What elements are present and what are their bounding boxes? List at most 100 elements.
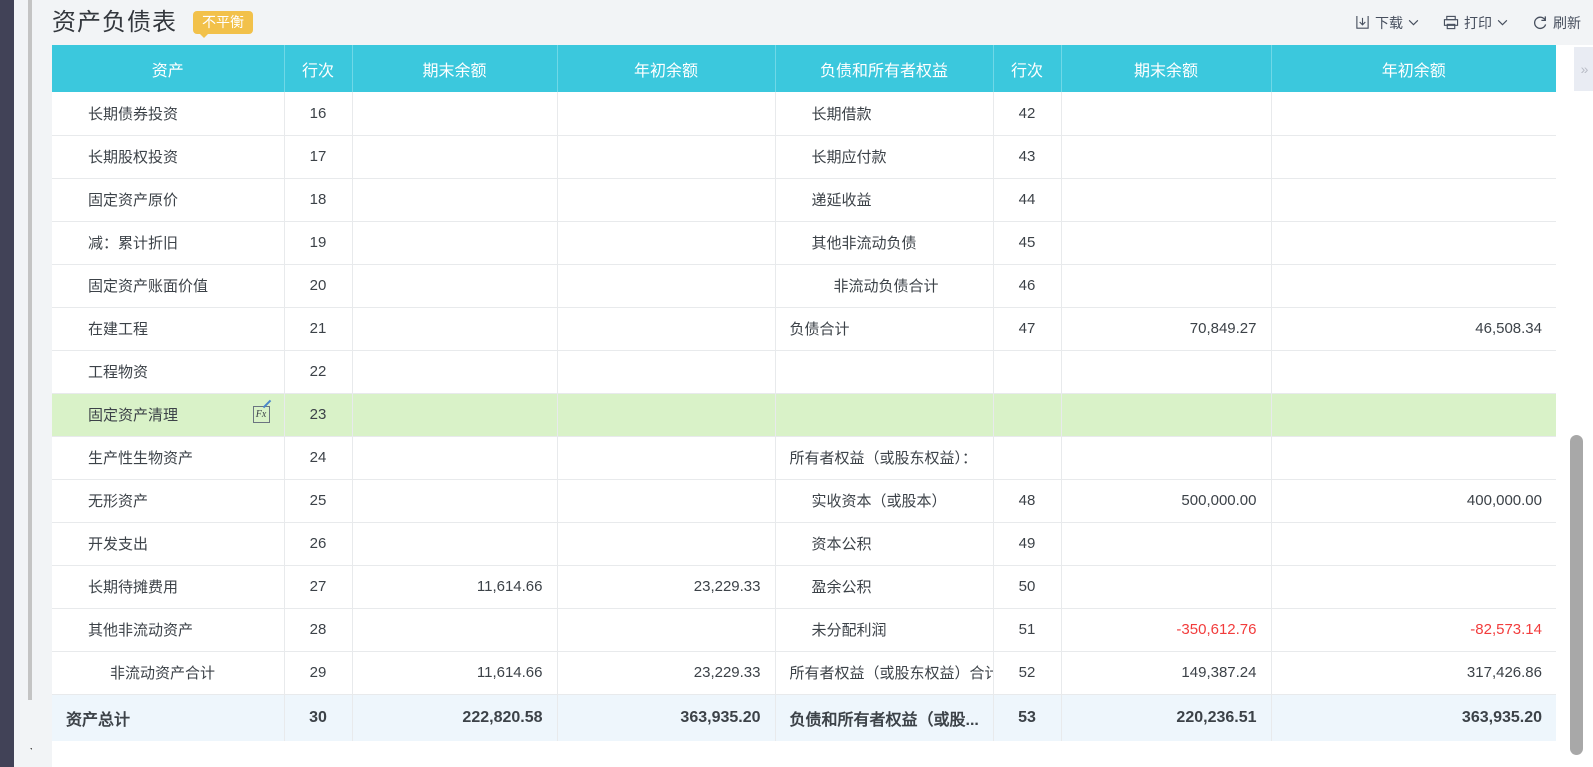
- liability-begin-balance-cell[interactable]: 46,508.34: [1271, 307, 1556, 351]
- liability-begin-balance-cell[interactable]: [1271, 264, 1556, 308]
- liability-end-balance-cell[interactable]: [1061, 135, 1272, 179]
- asset-end-balance-cell[interactable]: [352, 479, 558, 523]
- table-viewport[interactable]: 资产 行次 期末余额 年初余额 负债和所有者权益 行次 期末余额 年初余额 长期…: [52, 45, 1593, 767]
- liability-line-no-cell[interactable]: 43: [993, 135, 1062, 179]
- asset-line-no-cell[interactable]: 28: [284, 608, 353, 652]
- page-scrollbar-track[interactable]: [14, 0, 46, 767]
- asset-end-balance-cell[interactable]: [352, 436, 558, 480]
- liability-line-no-cell[interactable]: [993, 350, 1062, 394]
- asset-label-cell[interactable]: 固定资产原价: [52, 178, 285, 222]
- asset-begin-balance-cell[interactable]: [557, 135, 776, 179]
- table-row[interactable]: 其他非流动资产 28 未分配利润 51 -350,612.76 -82,573.14: [52, 608, 1556, 652]
- liability-label-cell[interactable]: 资本公积: [775, 522, 994, 566]
- liability-label-cell[interactable]: 非流动负债合计: [775, 264, 994, 308]
- liability-end-balance-cell[interactable]: 70,849.27: [1061, 307, 1272, 351]
- liability-begin-balance-cell[interactable]: [1271, 92, 1556, 136]
- liability-label-cell[interactable]: 盈余公积: [775, 565, 994, 609]
- asset-end-balance-cell[interactable]: [352, 393, 558, 437]
- liability-label-cell[interactable]: [775, 393, 994, 437]
- asset-begin-balance-cell[interactable]: [557, 436, 776, 480]
- asset-begin-balance-cell[interactable]: [557, 608, 776, 652]
- liability-end-balance-cell[interactable]: [1061, 522, 1272, 566]
- liability-end-balance-cell[interactable]: [1061, 221, 1272, 265]
- asset-line-no-cell[interactable]: 17: [284, 135, 353, 179]
- liability-begin-balance-cell[interactable]: [1271, 436, 1556, 480]
- asset-line-no-cell[interactable]: 27: [284, 565, 353, 609]
- liability-end-balance-cell[interactable]: 500,000.00: [1061, 479, 1272, 523]
- col-liability[interactable]: 负债和所有者权益: [775, 45, 994, 92]
- total-asset-line-no-cell[interactable]: 30: [284, 694, 353, 741]
- liability-line-no-cell[interactable]: 46: [993, 264, 1062, 308]
- liability-label-cell[interactable]: [775, 350, 994, 394]
- asset-begin-balance-cell[interactable]: [557, 522, 776, 566]
- liability-end-balance-cell[interactable]: [1061, 264, 1272, 308]
- asset-line-no-cell[interactable]: 29: [284, 651, 353, 695]
- asset-line-no-cell[interactable]: 21: [284, 307, 353, 351]
- asset-line-no-cell[interactable]: 26: [284, 522, 353, 566]
- asset-label-cell[interactable]: 长期股权投资: [52, 135, 285, 179]
- asset-end-balance-cell[interactable]: [352, 350, 558, 394]
- refresh-button[interactable]: 刷新: [1532, 13, 1581, 33]
- asset-begin-balance-cell[interactable]: [557, 92, 776, 136]
- asset-begin-balance-cell[interactable]: [557, 393, 776, 437]
- asset-label-cell[interactable]: 工程物资: [52, 350, 285, 394]
- asset-line-no-cell[interactable]: 18: [284, 178, 353, 222]
- liability-line-no-cell[interactable]: 50: [993, 565, 1062, 609]
- asset-label-cell[interactable]: 减：累计折旧: [52, 221, 285, 265]
- asset-end-balance-cell[interactable]: [352, 221, 558, 265]
- asset-end-balance-cell[interactable]: 11,614.66: [352, 651, 558, 695]
- asset-begin-balance-cell[interactable]: [557, 350, 776, 394]
- liability-line-no-cell[interactable]: 52: [993, 651, 1062, 695]
- liability-end-balance-cell[interactable]: [1061, 436, 1272, 480]
- liability-end-balance-cell[interactable]: 149,387.24: [1061, 651, 1272, 695]
- asset-end-balance-cell[interactable]: 11,614.66: [352, 565, 558, 609]
- col-asset-line-no[interactable]: 行次: [284, 45, 353, 92]
- asset-begin-balance-cell[interactable]: 23,229.33: [557, 565, 776, 609]
- liability-end-balance-cell[interactable]: [1061, 565, 1272, 609]
- asset-begin-balance-cell[interactable]: 23,229.33: [557, 651, 776, 695]
- total-liability-label-cell[interactable]: 负债和所有者权益（或股...: [775, 694, 994, 741]
- asset-label-cell[interactable]: 其他非流动资产: [52, 608, 285, 652]
- table-row[interactable]: 长期股权投资 17 长期应付款 43: [52, 135, 1556, 179]
- asset-line-no-cell[interactable]: 25: [284, 479, 353, 523]
- liability-line-no-cell[interactable]: 47: [993, 307, 1062, 351]
- liability-begin-balance-cell[interactable]: [1271, 393, 1556, 437]
- liability-end-balance-cell[interactable]: -350,612.76: [1061, 608, 1272, 652]
- table-scrollbar-thumb[interactable]: [1570, 435, 1583, 755]
- liability-begin-balance-cell[interactable]: [1271, 135, 1556, 179]
- liability-label-cell[interactable]: 所有者权益（或股东权益）合计: [775, 651, 994, 695]
- total-liability-begin-balance-cell[interactable]: 363,935.20: [1271, 694, 1556, 741]
- asset-line-no-cell[interactable]: 16: [284, 92, 353, 136]
- table-row[interactable]: 固定资产账面价值 20 非流动负债合计 46: [52, 264, 1556, 308]
- liability-begin-balance-cell[interactable]: [1271, 522, 1556, 566]
- liability-begin-balance-cell[interactable]: 400,000.00: [1271, 479, 1556, 523]
- asset-label-cell[interactable]: 长期待摊费用: [52, 565, 285, 609]
- asset-begin-balance-cell[interactable]: [557, 178, 776, 222]
- asset-end-balance-cell[interactable]: [352, 178, 558, 222]
- liability-label-cell[interactable]: 长期借款: [775, 92, 994, 136]
- liability-label-cell[interactable]: 未分配利润: [775, 608, 994, 652]
- liability-line-no-cell[interactable]: 49: [993, 522, 1062, 566]
- asset-label-cell[interactable]: 长期债券投资: [52, 92, 285, 136]
- liability-begin-balance-cell[interactable]: [1271, 178, 1556, 222]
- asset-end-balance-cell[interactable]: [352, 264, 558, 308]
- table-total-row[interactable]: 资产总计 30 222,820.58 363,935.20 负债和所有者权益（或股...…: [52, 694, 1556, 741]
- liability-line-no-cell[interactable]: [993, 393, 1062, 437]
- col-asset-begin-balance[interactable]: 年初余额: [557, 45, 776, 92]
- liability-label-cell[interactable]: 递延收益: [775, 178, 994, 222]
- liability-label-cell[interactable]: 长期应付款: [775, 135, 994, 179]
- asset-label-cell[interactable]: 无形资产: [52, 479, 285, 523]
- liability-line-no-cell[interactable]: 44: [993, 178, 1062, 222]
- liability-begin-balance-cell[interactable]: 317,426.86: [1271, 651, 1556, 695]
- asset-line-no-cell[interactable]: 23: [284, 393, 353, 437]
- asset-label-cell[interactable]: 固定资产清理 Fx: [52, 393, 285, 437]
- total-liability-line-no-cell[interactable]: 53: [993, 694, 1062, 741]
- col-liability-line-no[interactable]: 行次: [993, 45, 1062, 92]
- liability-line-no-cell[interactable]: 42: [993, 92, 1062, 136]
- col-asset[interactable]: 资产: [52, 45, 285, 92]
- liability-line-no-cell[interactable]: 45: [993, 221, 1062, 265]
- download-button[interactable]: 下载: [1355, 13, 1419, 33]
- liability-begin-balance-cell[interactable]: [1271, 221, 1556, 265]
- table-row[interactable]: 长期待摊费用 27 11,614.66 23,229.33 盈余公积 50: [52, 565, 1556, 609]
- liability-label-cell[interactable]: 负债合计: [775, 307, 994, 351]
